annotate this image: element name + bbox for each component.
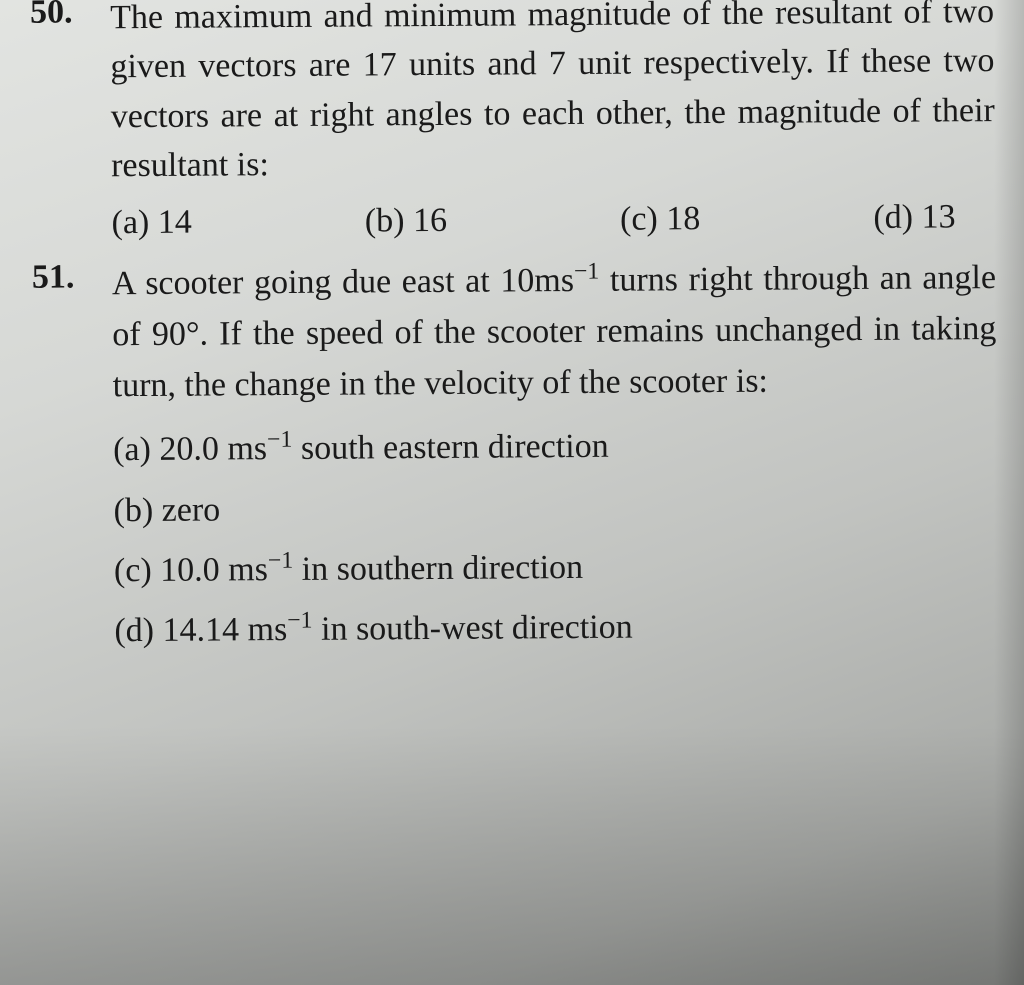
q51-stem: A scooter going due east at 10ms−1 turns… — [112, 252, 997, 411]
q50-option-d: (d) 13 — [873, 199, 955, 238]
q51-stem-exponent: −1 — [574, 259, 600, 285]
q51-option-a: (a) 20.0 ms−1 south eastern direction — [113, 417, 997, 478]
q51-option-b: (b) zero — [113, 478, 997, 539]
page-content: 50. The maximum and minimum magnitude of… — [0, 0, 1024, 666]
q51-d-post: in south-west direction — [312, 609, 632, 648]
q51-c-pre: (c) 10.0 ms — [114, 551, 268, 589]
q50-number: 50. — [30, 0, 73, 32]
q51-stem-unit: ms — [534, 262, 574, 299]
page-right-edge-shadow — [994, 0, 1024, 985]
q51-stem-prefix: A scooter going due east at 10 — [112, 262, 535, 302]
q51-options: (a) 20.0 ms−1 south eastern direction (b… — [113, 417, 999, 659]
q51-d-pre: (d) 14.14 ms — [114, 611, 287, 649]
q50-option-c: (c) 18 — [620, 200, 701, 239]
q51-c-post: in southern direction — [293, 549, 583, 588]
q50-options-row: (a) 14 (b) 16 (c) 18 (d) 13 — [111, 198, 995, 242]
page-bottom-shadow — [0, 725, 1024, 985]
q51-block: 51. A scooter going due east at 10ms−1 t… — [112, 252, 999, 659]
q51-c-exp: −1 — [268, 548, 294, 574]
q51-option-d: (d) 14.14 ms−1 in south-west direction — [114, 598, 998, 659]
q51-a-pre: (a) 20.0 ms — [113, 430, 267, 468]
q50-option-b: (b) 16 — [365, 202, 447, 241]
q51-a-post: south eastern direction — [292, 428, 609, 467]
q51-a-exp: −1 — [267, 427, 293, 453]
q51-option-c: (c) 10.0 ms−1 in southern direction — [114, 538, 998, 599]
q51-number: 51. — [32, 259, 75, 297]
q50-option-a: (a) 14 — [111, 204, 192, 243]
q50-stem: The maximum and minimum magnitude of the… — [110, 0, 995, 190]
q51-d-exp: −1 — [287, 608, 313, 634]
